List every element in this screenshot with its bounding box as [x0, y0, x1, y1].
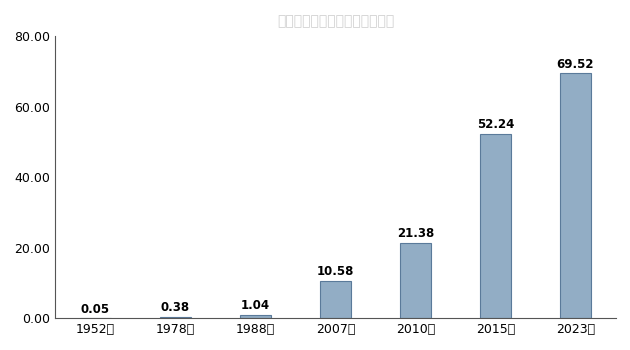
Bar [480, 134, 510, 318]
Title: 浙江省地区生产总值（万亿元）: 浙江省地区生产总值（万亿元） [277, 14, 394, 28]
Bar [400, 243, 431, 318]
Text: 0.05: 0.05 [81, 303, 110, 316]
Text: 21.38: 21.38 [397, 228, 434, 240]
Bar [160, 317, 191, 318]
Text: 52.24: 52.24 [477, 118, 514, 132]
Bar [240, 315, 271, 318]
Bar [560, 73, 590, 318]
Text: 10.58: 10.58 [317, 265, 354, 279]
Text: 1.04: 1.04 [241, 299, 270, 312]
Text: 69.52: 69.52 [557, 57, 594, 70]
Bar [320, 281, 351, 318]
Text: 0.38: 0.38 [161, 301, 190, 314]
